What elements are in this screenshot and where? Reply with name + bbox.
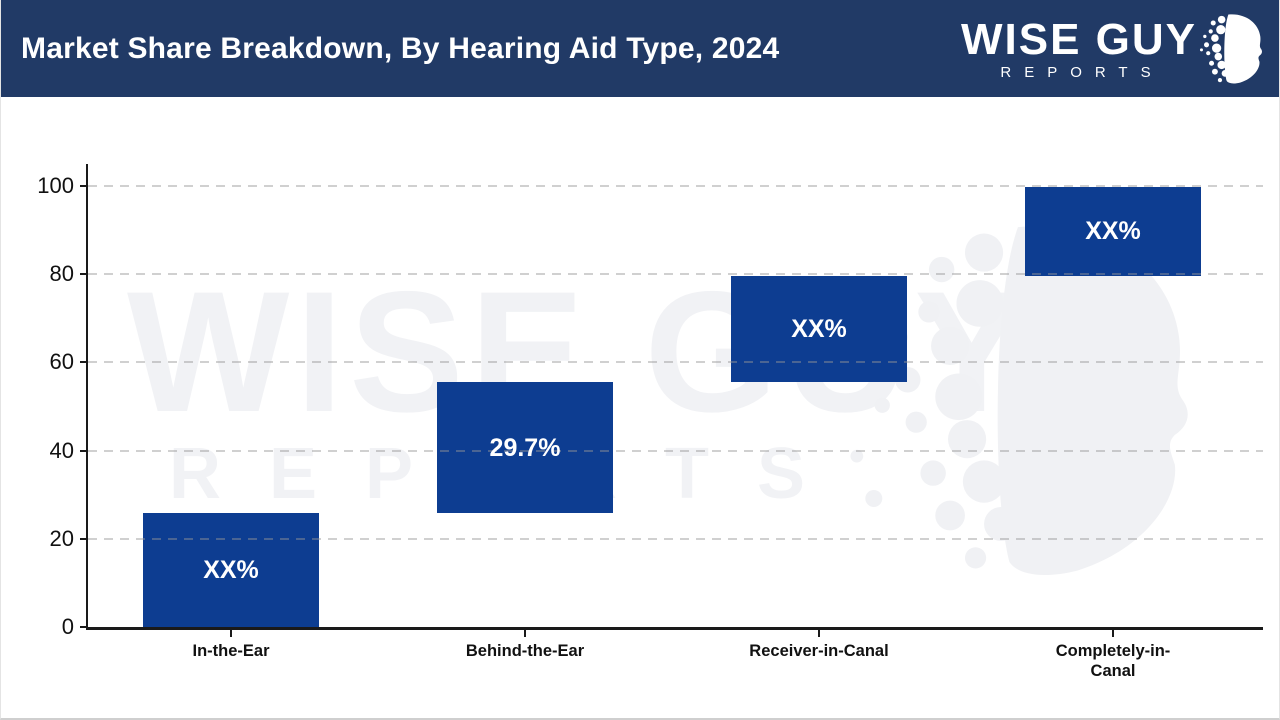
- y-tick-label-60: 60: [49, 349, 74, 375]
- bar-3: [731, 275, 907, 382]
- bar-2: [437, 382, 613, 514]
- y-tick-label-100: 100: [37, 173, 74, 198]
- gridline-100: [88, 185, 1263, 187]
- logo-head-icon: [1199, 14, 1262, 84]
- x-category-label-2: Behind-the-Ear: [465, 642, 585, 660]
- y-tick-40: [80, 449, 88, 452]
- x-tick-4: [1112, 629, 1114, 637]
- y-tick-label-20: 20: [49, 525, 74, 551]
- gridline-60: [88, 361, 1263, 364]
- x-tick-1: [230, 629, 232, 637]
- x-category-label-3: Receiver-in-Canal: [749, 642, 889, 660]
- chart-title: Market Share Breakdown, By Hearing Aid T…: [21, 31, 780, 65]
- logo-reports-text: REPORTS: [1000, 64, 1164, 81]
- bar-4: [1025, 186, 1201, 276]
- header-bar: Market Share Breakdown, By Hearing Aid T…: [1, 0, 1279, 97]
- x-category-label-4: Completely-in-Canal: [1055, 642, 1171, 681]
- bar-1: [143, 513, 319, 627]
- gridline-80: [88, 273, 1263, 276]
- bar-value-label-1: XX%: [203, 556, 259, 585]
- gridline-20: [88, 537, 1263, 540]
- x-tick-3: [818, 629, 820, 637]
- y-tick-label-80: 80: [49, 261, 74, 287]
- y-axis-line: [86, 164, 88, 630]
- x-tick-2: [524, 629, 526, 637]
- watermark-head-icon: [850, 226, 1188, 576]
- y-tick-60: [80, 361, 88, 364]
- y-tick-80: [80, 273, 88, 276]
- x-category-label-1: In-the-Ear: [192, 642, 270, 660]
- bar-value-label-3: XX%: [791, 314, 847, 343]
- y-tick-label-0: 0: [61, 614, 74, 639]
- gridline-40: [88, 449, 1263, 452]
- wiseguy-logo: WISE GUY REPORTS: [961, 6, 1267, 92]
- logo-text: WISE GUY REPORTS: [960, 15, 1197, 81]
- y-tick-20: [80, 537, 88, 540]
- bar-value-label-4: XX%: [1085, 217, 1141, 246]
- bar-value-label-2: 29.7%: [489, 433, 561, 462]
- y-tick-100: [80, 185, 88, 187]
- y-tick-label-40: 40: [49, 437, 74, 463]
- logo-wiseguy-text: WISE GUY: [960, 15, 1197, 64]
- x-axis-line: [86, 627, 1263, 630]
- y-tick-0: [80, 626, 88, 628]
